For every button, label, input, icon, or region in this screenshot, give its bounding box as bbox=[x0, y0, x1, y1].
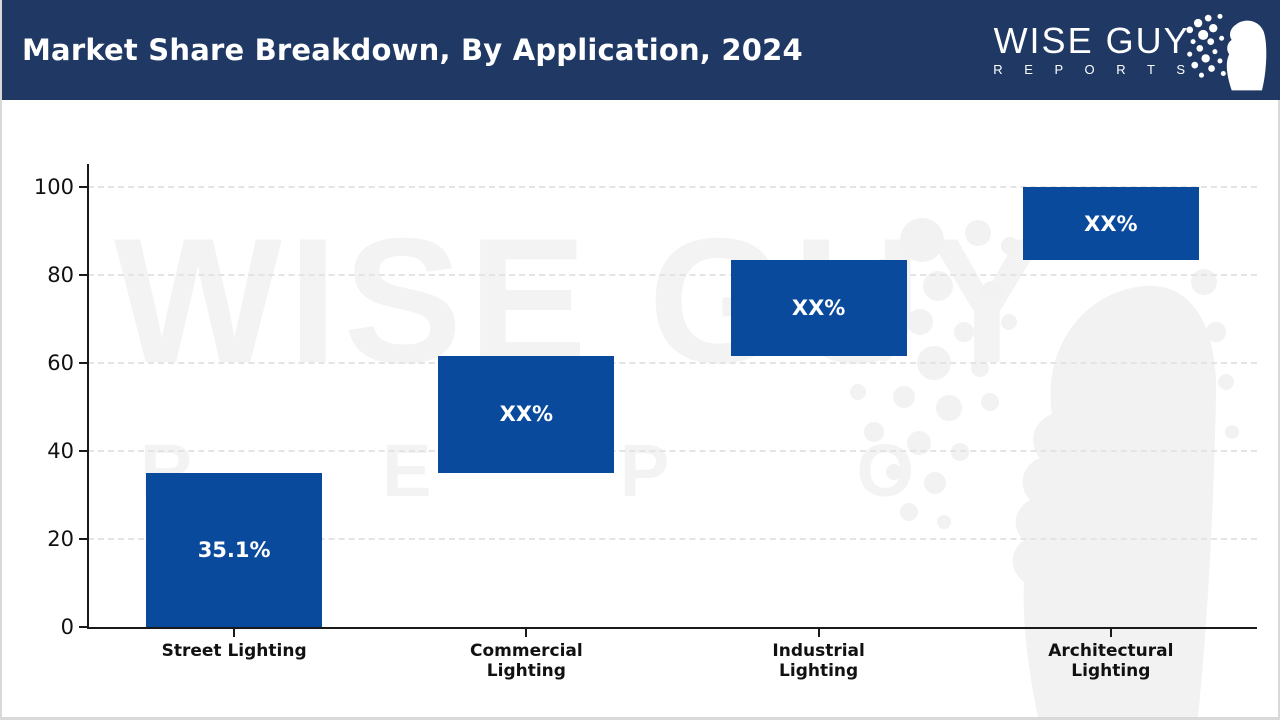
grid-line bbox=[88, 186, 1257, 188]
page-title: Market Share Breakdown, By Application, … bbox=[22, 33, 803, 67]
y-tick-label: 0 bbox=[60, 615, 74, 639]
bar-segment: 35.1% bbox=[146, 472, 323, 627]
brand-name: WISE GUY bbox=[993, 20, 1190, 61]
y-tick-label: 80 bbox=[47, 263, 74, 287]
x-axis-line bbox=[87, 627, 1257, 629]
y-tick-mark bbox=[79, 274, 88, 276]
x-tick-mark bbox=[233, 629, 236, 637]
x-category-label: Commercial Lighting bbox=[470, 641, 583, 681]
y-axis-line bbox=[87, 164, 89, 629]
watermark-face-graphic bbox=[850, 209, 1239, 717]
y-tick-label: 20 bbox=[47, 527, 74, 551]
header-bar: Market Share Breakdown, By Application, … bbox=[2, 0, 1280, 100]
bar-segment: XX% bbox=[1022, 187, 1199, 261]
grid-line bbox=[88, 274, 1257, 276]
y-tick-label: 100 bbox=[33, 175, 74, 199]
y-tick-mark bbox=[79, 362, 88, 364]
brand-logo-text: WISE GUY R E P O R T S bbox=[989, 22, 1194, 78]
x-tick-mark bbox=[817, 629, 820, 637]
y-tick-mark bbox=[79, 538, 88, 540]
bar-value-label: XX% bbox=[499, 402, 554, 427]
y-tick-mark bbox=[79, 186, 88, 188]
x-category-label: Street Lighting bbox=[161, 641, 307, 661]
x-tick-mark bbox=[525, 629, 528, 637]
grid-line bbox=[88, 450, 1257, 452]
bar-value-label: XX% bbox=[1084, 211, 1138, 236]
y-tick-label: 60 bbox=[47, 351, 74, 375]
chart-canvas: WISE GUY R E P O R T S 02040608010035.1%… bbox=[2, 100, 1280, 717]
bar-value-label: 35.1% bbox=[197, 537, 271, 562]
brand-logo: WISE GUY R E P O R T S bbox=[989, 8, 1268, 92]
grid-line bbox=[88, 362, 1257, 364]
brand-face-icon bbox=[1186, 13, 1267, 91]
bar-segment: XX% bbox=[438, 355, 615, 473]
grid-line bbox=[88, 538, 1257, 540]
bar-segment: XX% bbox=[730, 260, 907, 356]
x-category-label: Architectural Lighting bbox=[1048, 641, 1174, 681]
y-tick-mark bbox=[79, 626, 88, 628]
x-tick-mark bbox=[1109, 629, 1112, 637]
brand-subtitle: R E P O R T S bbox=[993, 62, 1194, 77]
y-tick-label: 40 bbox=[47, 439, 74, 463]
bar-value-label: XX% bbox=[791, 295, 846, 320]
y-tick-mark bbox=[79, 450, 88, 452]
x-category-label: Industrial Lighting bbox=[772, 641, 865, 681]
